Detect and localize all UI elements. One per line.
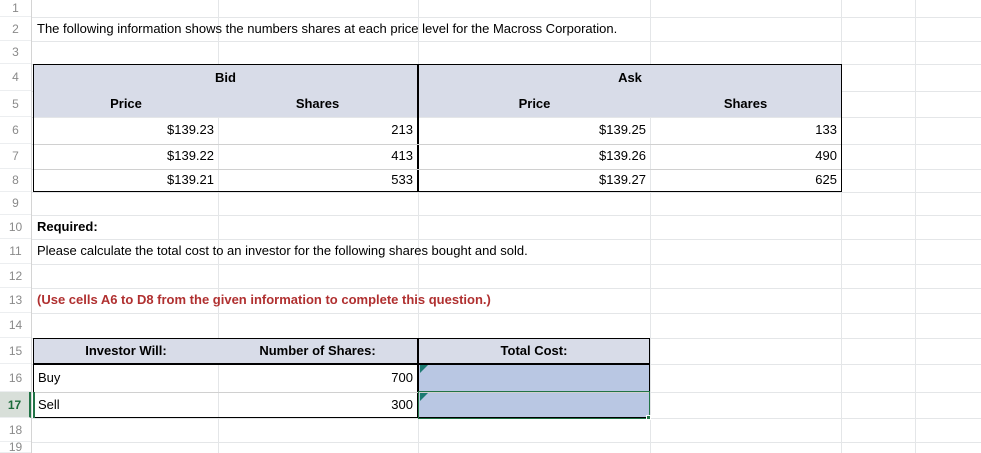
- bid-price-header[interactable]: Price: [110, 95, 142, 111]
- quote-cell-bid-price-2[interactable]: $139.21: [167, 172, 214, 188]
- row-header-1[interactable]: 1: [0, 0, 31, 17]
- row-header-16[interactable]: 16: [0, 364, 31, 392]
- answer-row-sep: [34, 392, 649, 393]
- row-header-11[interactable]: 11: [0, 239, 31, 264]
- bid-shares-header[interactable]: Shares: [295, 95, 340, 111]
- quote-cell-bid-price-1[interactable]: $139.22: [167, 148, 214, 164]
- row-header-8[interactable]: 8: [0, 169, 31, 192]
- cell-marker-icon-row-16: [420, 365, 428, 373]
- bid-ask-divider: [417, 64, 419, 192]
- intro-text[interactable]: The following information shows the numb…: [37, 20, 618, 36]
- quote-cell-ask-price-0[interactable]: $139.25: [599, 122, 646, 138]
- required-note[interactable]: (Use cells A6 to D8 from the given infor…: [37, 292, 491, 308]
- answer-cell-shares-0[interactable]: 700: [391, 369, 413, 385]
- quote-cell-ask-shares-1[interactable]: 490: [815, 148, 837, 164]
- total-cost-fill-row-16: [419, 364, 649, 392]
- quote-cell-bid-price-0[interactable]: $139.23: [167, 122, 214, 138]
- row-header-12[interactable]: 12: [0, 264, 31, 288]
- required-label[interactable]: Required:: [37, 218, 98, 234]
- ask-group-header[interactable]: Ask: [618, 69, 642, 85]
- answer-header-total-cost[interactable]: Total Cost:: [500, 343, 568, 359]
- answer-header-bottom-border: [33, 363, 650, 365]
- row-header-18[interactable]: 18: [0, 418, 31, 442]
- row-header-14[interactable]: 14: [0, 313, 31, 338]
- quote-row-sep-2: [34, 169, 841, 170]
- quote-cell-ask-shares-0[interactable]: 133: [815, 122, 837, 138]
- quote-row-sep-1: [34, 144, 841, 145]
- answer-cell-total-cost-0[interactable]: [419, 364, 649, 392]
- answer-header-investor-will[interactable]: Investor Will:: [85, 343, 167, 359]
- row-header-2[interactable]: 2: [0, 17, 31, 41]
- answer-header-fill: [34, 339, 649, 364]
- quote-cell-ask-price-2[interactable]: $139.27: [599, 172, 646, 188]
- row-header-7[interactable]: 7: [0, 144, 31, 169]
- row-header-13[interactable]: 13: [0, 288, 31, 313]
- active-cell-selection[interactable]: [418, 391, 650, 419]
- required-instruction[interactable]: Please calculate the total cost to an in…: [37, 243, 528, 259]
- quote-cell-bid-shares-0[interactable]: 213: [391, 122, 413, 138]
- quote-cell-bid-shares-2[interactable]: 533: [391, 172, 413, 188]
- answer-cell-action-1[interactable]: Sell: [38, 396, 60, 412]
- fill-handle[interactable]: [646, 415, 651, 420]
- quote-cell-bid-shares-1[interactable]: 413: [391, 148, 413, 164]
- answer-cell-shares-1[interactable]: 300: [391, 396, 413, 412]
- quote-cell-ask-shares-2[interactable]: 625: [815, 172, 837, 188]
- row-header-10[interactable]: 10: [0, 215, 31, 239]
- answer-header-number-of-shares[interactable]: Number of Shares:: [259, 343, 376, 359]
- answer-table-border: [33, 338, 650, 418]
- row-header-15[interactable]: 15: [0, 338, 31, 364]
- quote-cell-ask-price-1[interactable]: $139.26: [599, 148, 646, 164]
- answer-cell-action-0[interactable]: Buy: [38, 369, 61, 385]
- row-header-4[interactable]: 4: [0, 64, 31, 91]
- total-cost-fill-row-17: [419, 392, 649, 418]
- quote-table-border: [33, 64, 842, 192]
- bid-header-fill: [34, 65, 418, 117]
- ask-shares-header[interactable]: Shares: [723, 95, 768, 111]
- answer-total-cost-left-border: [417, 338, 419, 418]
- row-header-17[interactable]: 17: [0, 392, 31, 418]
- bid-group-header[interactable]: Bid: [215, 69, 236, 85]
- row-header-9[interactable]: 9: [0, 192, 31, 215]
- active-row-left-edge: [33, 392, 35, 418]
- ask-price-header[interactable]: Price: [518, 95, 551, 111]
- row-header-5[interactable]: 5: [0, 91, 31, 117]
- cell-marker-icon-row-17: [420, 393, 428, 401]
- ask-header-fill: [419, 65, 841, 117]
- row-header-3[interactable]: 3: [0, 41, 31, 64]
- row-header-6[interactable]: 6: [0, 117, 31, 144]
- row-header-19[interactable]: 19: [0, 441, 31, 453]
